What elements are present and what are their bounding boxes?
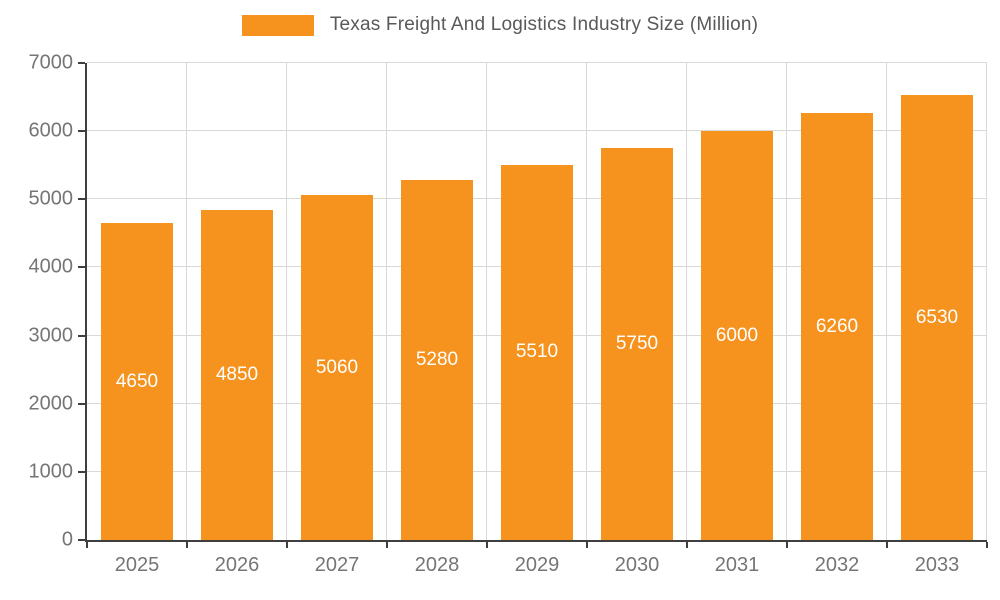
x-axis-label: 2033 [914,554,960,576]
x-axis-tick [986,542,988,548]
bar-value-label: 4650 [115,370,159,392]
y-axis-tick [78,130,85,133]
x-axis-label: 2030 [614,554,660,576]
x-axis-tick [485,542,488,548]
x-axis-label: 2028 [414,554,460,576]
x-axis-tick [786,542,788,548]
x-axis-tick [185,542,188,548]
chart-title: Texas Freight And Logistics Industry Siz… [329,14,759,35]
y-axis-label: 5000 [28,187,74,210]
y-axis-tick [78,198,85,201]
bar-2027: 5060 [301,195,373,540]
gridline-horizontal [87,62,987,63]
bar-value-label: 6260 [815,315,859,337]
gridline-horizontal [87,130,987,132]
chart-legend: Texas Freight And Logistics Industry Siz… [0,14,1000,36]
bar-value-label: 5060 [315,356,359,378]
bar-2025: 4650 [100,223,173,540]
x-axis-label: 2027 [314,554,360,576]
y-axis-tick [78,402,85,405]
gridline-vertical [786,63,787,540]
bar-value-label: 6000 [715,324,759,346]
bar-2030: 5750 [601,148,673,540]
legend-swatch [241,14,314,36]
gridline-vertical [885,63,887,540]
bar-value-label: 5510 [515,341,559,363]
x-axis-tick [685,542,688,548]
bar-2033: 6530 [901,95,973,540]
y-axis-label: 7000 [28,51,74,74]
gridline-vertical [385,63,387,540]
x-axis-label: 2031 [714,554,760,576]
y-axis-label: 4000 [28,255,74,278]
x-axis-label: 2029 [514,554,560,576]
x-axis-tick [86,542,88,548]
x-axis-label: 2025 [114,554,160,576]
y-axis-label: 3000 [28,324,74,347]
bar-2029: 5510 [501,164,573,540]
gridline-vertical [986,63,987,540]
y-axis-tick [78,62,85,64]
y-axis-label: 6000 [28,119,74,142]
bar-value-label: 6530 [915,306,959,328]
gridline-vertical [285,63,287,540]
bar-value-label: 5750 [615,333,659,355]
gridline-vertical [185,63,187,540]
x-axis-tick [586,542,588,548]
x-axis-tick [385,542,388,548]
plot-area: 0 1000 2000 3000 4000 5000 6000 7000 4650 2025 485… [29,52,988,576]
y-axis-tick [78,266,85,269]
y-axis-label: 0 [61,528,73,551]
y-axis-tick [78,539,85,541]
bar-2028: 5280 [401,180,473,540]
x-axis-tick [285,542,288,548]
x-axis-label: 2026 [214,554,260,576]
bar-2031: 6000 [701,131,773,540]
gridline-vertical [586,63,587,540]
bar-2032: 6260 [801,113,873,540]
bar-value-label: 5280 [415,349,459,371]
bar-value-label: 4850 [215,363,259,385]
y-axis-tick [78,334,85,337]
y-axis-label: 2000 [28,392,74,415]
bar-2026: 4850 [201,209,273,540]
y-axis-label: 1000 [28,460,74,483]
y-axis-tick [78,470,85,473]
x-axis-tick [885,542,888,548]
x-axis-label: 2032 [814,554,860,576]
gridline-vertical [485,63,487,540]
gridline-vertical [685,63,687,540]
